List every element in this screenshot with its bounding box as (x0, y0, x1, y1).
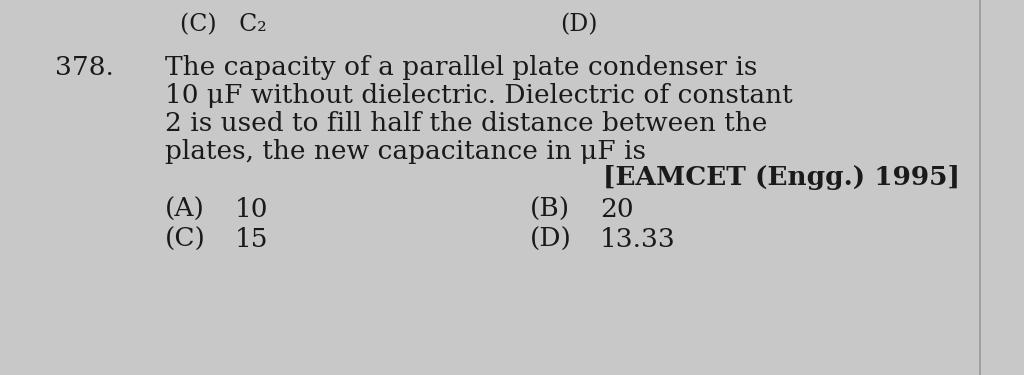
Text: (C): (C) (165, 227, 206, 252)
Text: [EAMCET (Engg.) 1995]: [EAMCET (Engg.) 1995] (603, 165, 961, 190)
Text: (B): (B) (530, 197, 570, 222)
Text: plates, the new capacitance in μF is: plates, the new capacitance in μF is (165, 139, 646, 164)
Text: 13.33: 13.33 (600, 227, 676, 252)
Text: (D): (D) (530, 227, 571, 252)
Text: 10 μF without dielectric. Dielectric of constant: 10 μF without dielectric. Dielectric of … (165, 83, 793, 108)
Text: 378.: 378. (55, 55, 114, 80)
Text: 20: 20 (600, 197, 634, 222)
Text: (C)   C₂: (C) C₂ (180, 13, 266, 36)
Text: 10: 10 (234, 197, 268, 222)
Text: 15: 15 (234, 227, 268, 252)
Text: The capacity of a parallel plate condenser is: The capacity of a parallel plate condens… (165, 55, 758, 80)
Text: 2 is used to fill half the distance between the: 2 is used to fill half the distance betw… (165, 111, 767, 136)
Text: (A): (A) (165, 197, 205, 222)
Text: (D): (D) (560, 13, 597, 36)
